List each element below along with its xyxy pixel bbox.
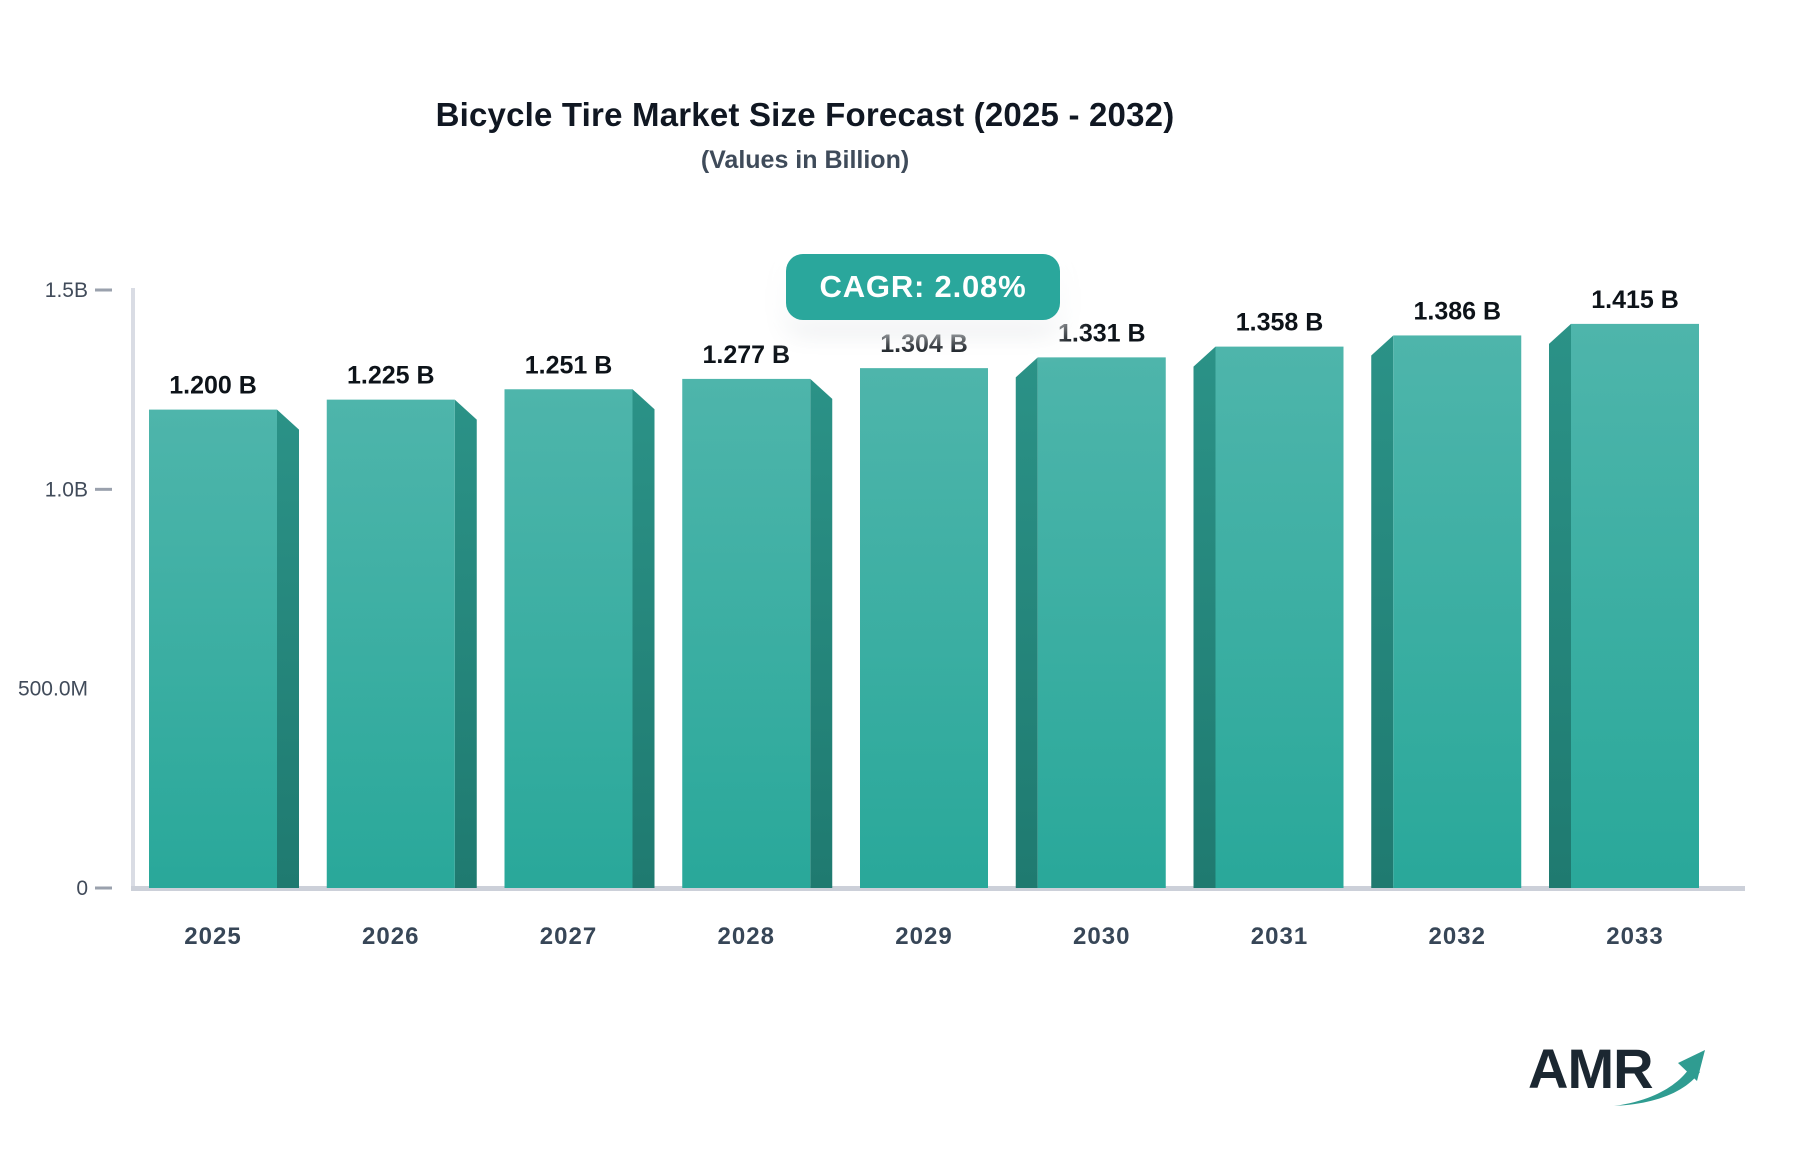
bar-value-label: 1.277 B — [702, 341, 790, 369]
bar-value-label: 1.225 B — [347, 362, 435, 390]
chart-title: Bicycle Tire Market Size Forecast (2025 … — [435, 96, 1175, 133]
y-axis-tick — [95, 288, 112, 292]
bar-2025[interactable] — [149, 409, 299, 888]
bar-2027[interactable] — [504, 389, 655, 888]
bar-2032[interactable] — [1371, 335, 1522, 888]
bar-front-face — [682, 378, 811, 888]
bar-front-face — [1393, 335, 1522, 888]
x-axis-label: 2033 — [1606, 923, 1663, 950]
bar-front-face — [149, 409, 277, 888]
x-axis-label: 2030 — [1073, 923, 1130, 950]
bar-value-label: 1.386 B — [1413, 297, 1501, 325]
y-axis-tick — [95, 886, 112, 890]
bar-side-face — [1015, 357, 1038, 889]
bar-2026[interactable] — [326, 399, 477, 888]
y-axis-tick — [95, 487, 112, 491]
bar-2029[interactable] — [860, 368, 988, 888]
x-axis-label: 2031 — [1251, 923, 1308, 950]
bar-2028[interactable] — [682, 378, 833, 888]
cagr-badge: CAGR: 2.08% — [786, 254, 1060, 320]
bar-side-face — [454, 399, 477, 888]
x-axis-line — [131, 886, 1745, 891]
bar-side-face — [810, 378, 833, 888]
bar-value-label: 1.200 B — [169, 372, 257, 400]
amr-logo: AMR — [1528, 1036, 1728, 1126]
y-axis-label: 1.0B — [45, 478, 88, 501]
chart-header: Bicycle Tire Market Size Forecast (2025 … — [0, 96, 1610, 175]
y-axis-label: 1.5B — [45, 279, 88, 302]
x-axis-label: 2027 — [540, 923, 597, 950]
bar-2033[interactable] — [1549, 323, 1699, 888]
amr-logo-arrow-icon — [1614, 1050, 1705, 1106]
bar-value-label: 1.331 B — [1058, 319, 1146, 347]
bar-value-label: 1.304 B — [880, 330, 968, 358]
cagr-badge-label: CAGR: 2.08% — [819, 269, 1027, 304]
bar-2030[interactable] — [1015, 357, 1166, 889]
bar-front-face — [1037, 357, 1166, 889]
bar-2031[interactable] — [1193, 346, 1344, 888]
chart-subtitle: (Values in Billion) — [700, 146, 910, 174]
x-axis-label: 2032 — [1429, 923, 1486, 950]
bar-side-face — [632, 389, 655, 888]
bar-front-face — [1215, 346, 1344, 888]
y-axis-line — [131, 288, 135, 891]
bar-value-label: 1.251 B — [525, 351, 613, 379]
bar-side-face — [1371, 335, 1394, 888]
x-axis-label: 2028 — [718, 923, 775, 950]
bar-side-face — [1549, 323, 1571, 888]
bar-value-label: 1.358 B — [1236, 309, 1324, 337]
bar-side-face — [1193, 346, 1216, 888]
x-axis-label: 2026 — [362, 923, 419, 950]
y-axis-label: 500.0M — [18, 678, 88, 701]
bar-value-label: 1.415 B — [1591, 286, 1679, 314]
bar-front-face — [1571, 323, 1699, 888]
y-axis-label: 0 — [76, 877, 88, 900]
x-axis-label: 2025 — [184, 923, 241, 950]
bar-front-face — [326, 399, 455, 888]
bar-front-face — [860, 368, 988, 888]
bar-side-face — [277, 409, 299, 888]
bar-front-face — [504, 389, 633, 888]
x-axis-label: 2029 — [895, 923, 952, 950]
amr-logo-text: AMR — [1528, 1037, 1654, 1100]
